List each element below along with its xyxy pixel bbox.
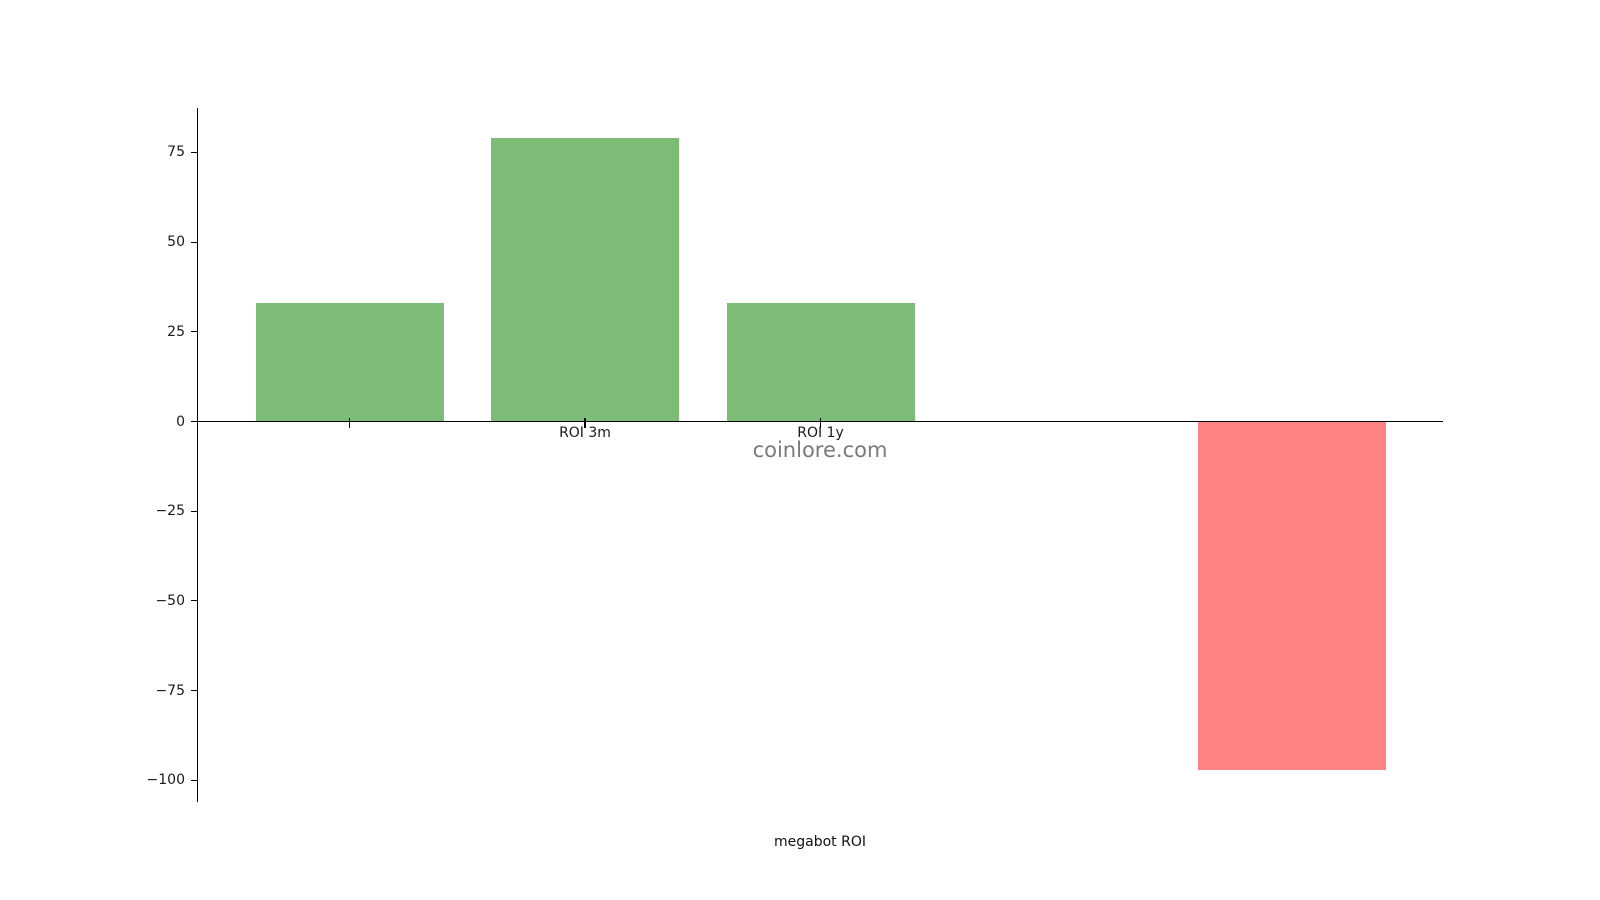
y-tick-label: −25 <box>155 503 185 520</box>
y-tick-mark <box>190 420 198 423</box>
y-tick-mark <box>190 690 198 692</box>
y-tick-label: 75 <box>167 144 185 161</box>
x-axis-label: megabot ROI <box>774 834 866 850</box>
bar <box>255 303 444 422</box>
x-tick-label: ROI 1y <box>797 425 844 441</box>
y-tick-label: −100 <box>146 772 185 789</box>
bar <box>1197 421 1386 770</box>
y-tick-mark <box>190 331 198 333</box>
y-tick-mark <box>190 779 198 781</box>
y-tick-label: −50 <box>155 592 185 609</box>
bar <box>726 303 915 422</box>
y-axis-spine <box>196 107 199 802</box>
y-tick-mark <box>190 151 198 153</box>
y-tick-label: 0 <box>176 413 185 430</box>
x-tick-mark <box>348 418 351 428</box>
y-tick-label: 50 <box>167 234 185 251</box>
y-tick-label: −75 <box>155 682 185 699</box>
bar <box>491 138 679 422</box>
y-tick-mark <box>190 510 198 512</box>
x-tick-mark <box>819 418 822 428</box>
y-tick-mark <box>190 600 198 602</box>
x-tick-mark <box>584 418 586 428</box>
y-tick-label: 25 <box>167 323 185 340</box>
watermark: coinlore.com <box>752 438 888 462</box>
x-tick-label: ROI 3m <box>559 425 611 441</box>
y-tick-mark <box>190 241 198 243</box>
